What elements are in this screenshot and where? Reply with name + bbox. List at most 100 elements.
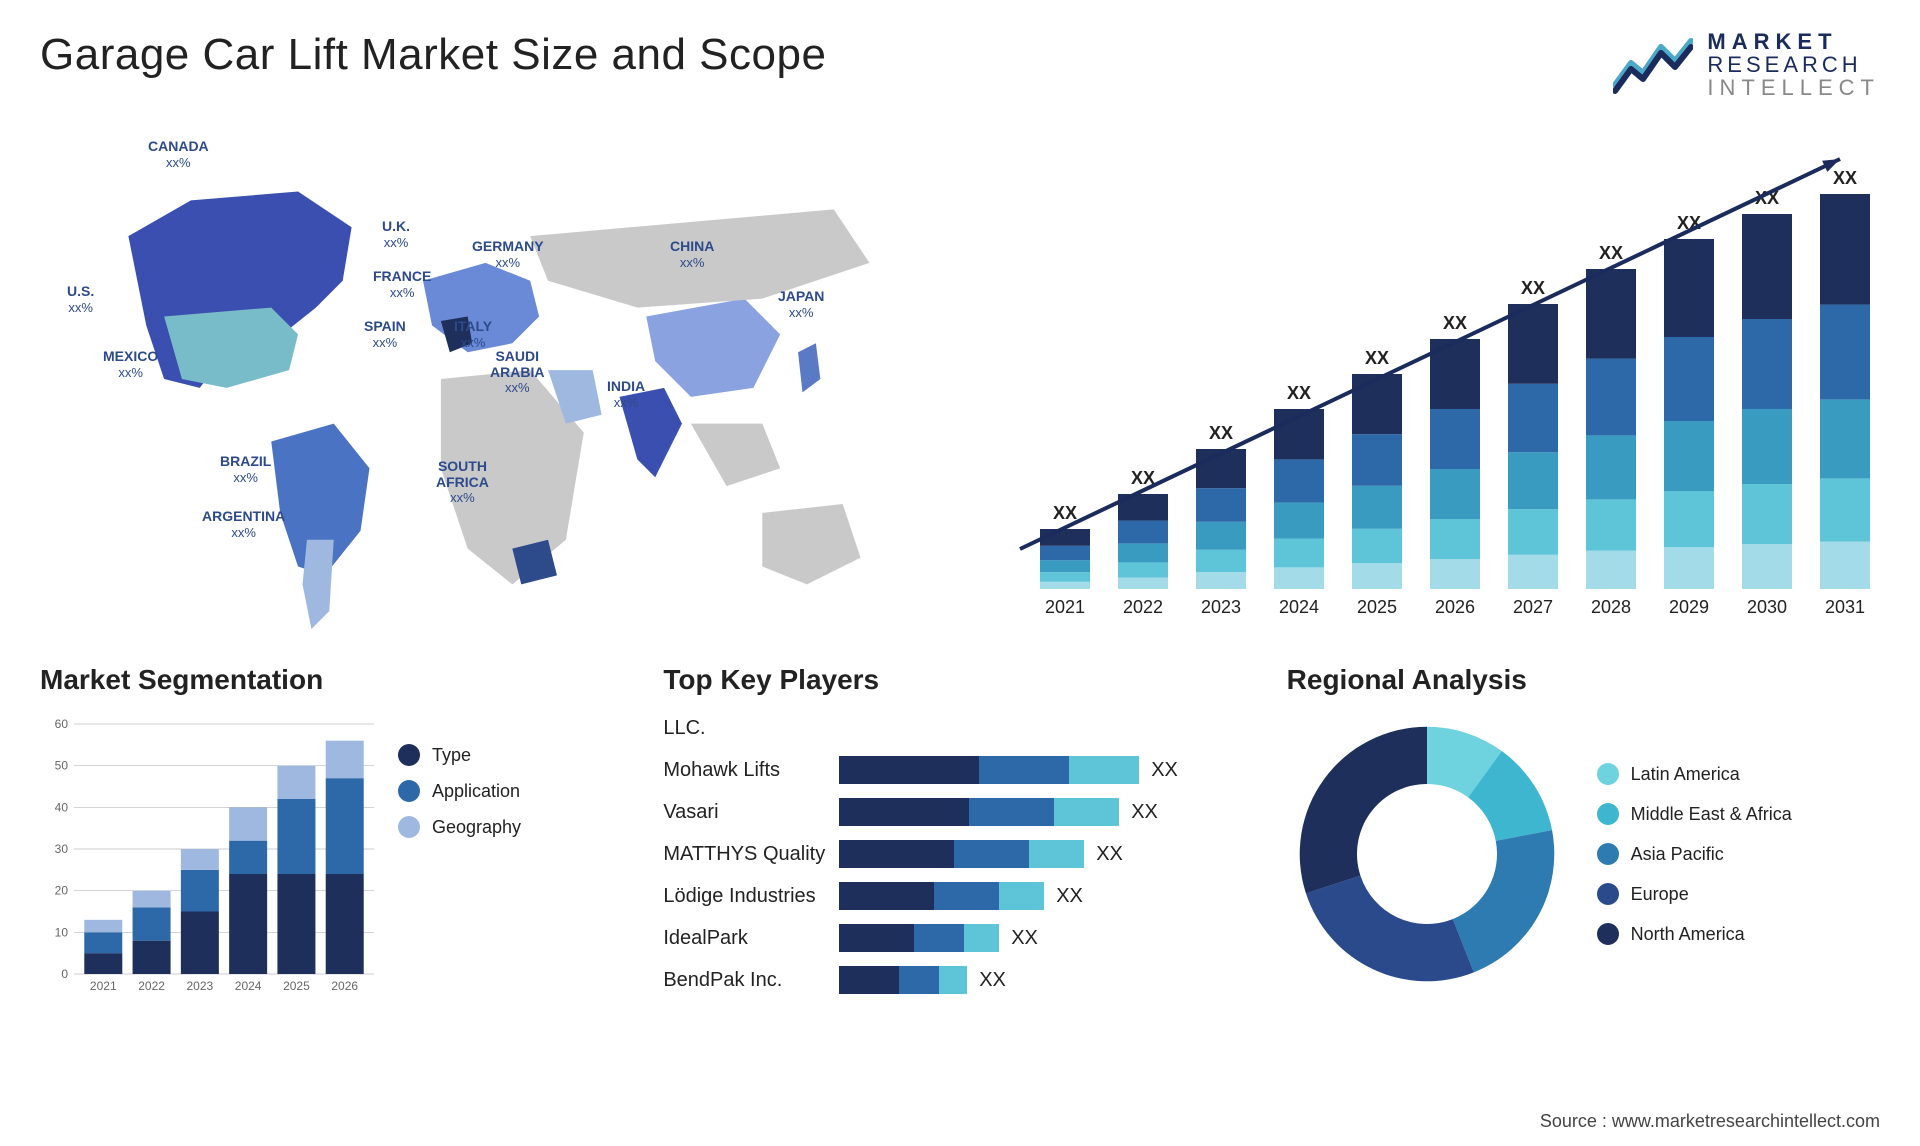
- growth-bar-seg: [1430, 519, 1480, 559]
- player-value: XX: [1056, 885, 1083, 908]
- seg-year-label: 2024: [235, 979, 262, 993]
- growth-bar-seg: [1820, 479, 1870, 542]
- growth-bar-seg: [1196, 550, 1246, 572]
- player-bar: [839, 924, 999, 952]
- growth-year-label: 2029: [1669, 597, 1709, 617]
- growth-bar-seg: [1196, 522, 1246, 550]
- player-bar-seg: [999, 882, 1044, 910]
- player-name: MATTHYS Quality: [663, 840, 825, 868]
- growth-bar-seg: [1274, 503, 1324, 539]
- map-label: U.S.xx%: [67, 284, 94, 315]
- logo-line2: RESEARCH: [1707, 53, 1880, 76]
- player-bar-seg: [839, 924, 914, 952]
- seg-bar: [133, 941, 171, 974]
- logo: MARKET RESEARCH INTELLECT: [1613, 30, 1880, 99]
- growth-chart: XX2021XX2022XX2023XX2024XX2025XX2026XX20…: [980, 129, 1880, 629]
- growth-year-label: 2021: [1045, 597, 1085, 617]
- player-bar-seg: [1054, 798, 1119, 826]
- seg-bar: [326, 741, 364, 779]
- growth-bar-seg: [1820, 194, 1870, 305]
- map-label: MEXICOxx%: [103, 349, 158, 380]
- legend-swatch: [398, 744, 420, 766]
- growth-bar-seg: [1118, 578, 1168, 589]
- player-bar: [839, 966, 967, 994]
- growth-bar-seg: [1430, 469, 1480, 519]
- player-bar-seg: [839, 798, 969, 826]
- players-labels: LLC.Mohawk LiftsVasariMATTHYS QualityLöd…: [663, 714, 825, 994]
- logo-line3: INTELLECT: [1707, 76, 1880, 99]
- growth-bar-seg: [1586, 551, 1636, 589]
- page-title: Garage Car Lift Market Size and Scope: [40, 30, 826, 80]
- donut-slice: [1306, 876, 1474, 982]
- seg-year-label: 2025: [283, 979, 310, 993]
- map-label: JAPANxx%: [778, 289, 824, 320]
- growth-bar-label: XX: [1443, 313, 1467, 333]
- player-bar-seg: [839, 966, 899, 994]
- y-tick-label: 10: [55, 926, 69, 940]
- player-bar: [839, 798, 1119, 826]
- growth-year-label: 2028: [1591, 597, 1631, 617]
- seg-year-label: 2026: [331, 979, 358, 993]
- logo-line1: MARKET: [1707, 30, 1880, 53]
- seg-year-label: 2022: [138, 979, 165, 993]
- growth-bar-seg: [1742, 544, 1792, 589]
- seg-bar: [181, 849, 219, 870]
- legend-label: Latin America: [1631, 764, 1740, 785]
- player-bar-seg: [1069, 756, 1139, 784]
- map-region-arg: [303, 540, 334, 629]
- world-map: CANADAxx%U.S.xx%MEXICOxx%BRAZILxx%ARGENT…: [40, 129, 940, 629]
- growth-year-label: 2025: [1357, 597, 1397, 617]
- legend-item: Geography: [398, 816, 521, 838]
- growth-bar-seg: [1352, 563, 1402, 589]
- donut-slice: [1452, 830, 1554, 972]
- seg-bar: [181, 912, 219, 975]
- growth-bar-seg: [1274, 568, 1324, 590]
- growth-bar-label: XX: [1833, 168, 1857, 188]
- y-tick-label: 30: [55, 842, 69, 856]
- legend-label: Application: [432, 781, 520, 802]
- growth-bar-seg: [1508, 304, 1558, 384]
- growth-bar-seg: [1274, 539, 1324, 568]
- player-row: XX: [839, 840, 1178, 868]
- legend-item: Middle East & Africa: [1597, 803, 1792, 825]
- player-bar-seg: [969, 798, 1054, 826]
- player-bar-seg: [839, 756, 979, 784]
- growth-bar-seg: [1040, 572, 1090, 582]
- map-region-china: [646, 299, 780, 397]
- segmentation-title: Market Segmentation: [40, 664, 633, 696]
- growth-bar-seg: [1196, 572, 1246, 589]
- growth-year-label: 2030: [1747, 597, 1787, 617]
- player-value: XX: [1096, 843, 1123, 866]
- growth-bar-seg: [1664, 337, 1714, 421]
- seg-bar: [229, 808, 267, 841]
- growth-bar-seg: [1742, 484, 1792, 544]
- player-bar-seg: [954, 840, 1029, 868]
- map-label: SPAINxx%: [364, 319, 406, 350]
- segmentation-chart: 0102030405060202120222023202420252026: [40, 714, 380, 1004]
- growth-bar-seg: [1664, 239, 1714, 337]
- legend-item: Application: [398, 780, 521, 802]
- growth-bar-seg: [1508, 555, 1558, 589]
- growth-bar-seg: [1352, 374, 1402, 434]
- growth-bar-seg: [1118, 521, 1168, 544]
- seg-bar: [84, 953, 122, 974]
- legend-swatch: [398, 780, 420, 802]
- seg-bar: [326, 778, 364, 874]
- growth-bar-seg: [1508, 452, 1558, 509]
- player-bar-seg: [899, 966, 939, 994]
- growth-bar-seg: [1586, 359, 1636, 436]
- player-bar-seg: [914, 924, 964, 952]
- donut-slice: [1299, 727, 1426, 894]
- legend-label: Middle East & Africa: [1631, 804, 1792, 825]
- player-value: XX: [1151, 759, 1178, 782]
- growth-year-label: 2024: [1279, 597, 1319, 617]
- growth-bar-seg: [1664, 421, 1714, 491]
- legend-swatch: [1597, 923, 1619, 945]
- player-row: XX: [839, 924, 1178, 952]
- player-value: XX: [979, 969, 1006, 992]
- logo-icon: [1613, 35, 1693, 95]
- seg-bar: [229, 874, 267, 974]
- legend-swatch: [1597, 763, 1619, 785]
- segmentation-legend: TypeApplicationGeography: [398, 744, 521, 1004]
- growth-bar-seg: [1040, 560, 1090, 572]
